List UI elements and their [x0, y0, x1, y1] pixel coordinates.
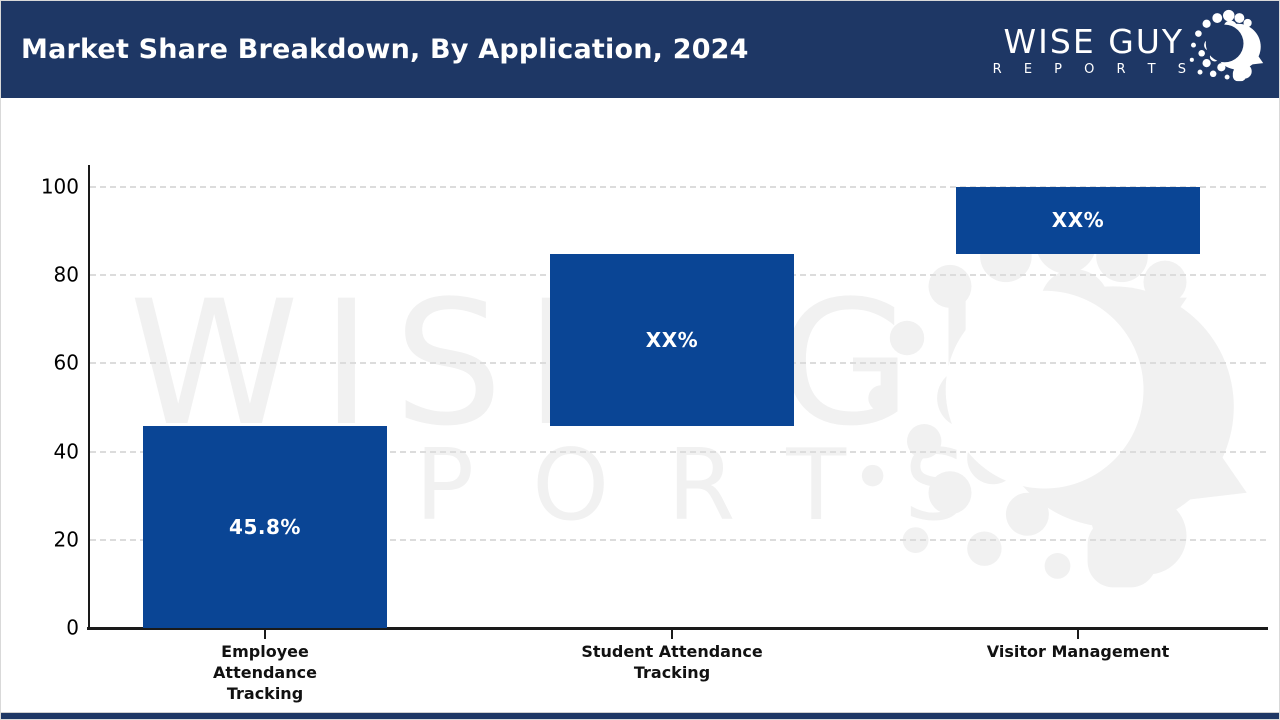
y-tick-label-80: 80	[53, 262, 79, 287]
bar-segment-2: XX%	[550, 253, 794, 426]
x-category-label-1: Employee Attendance Tracking	[213, 642, 317, 703]
bar-value-label-2: XX%	[645, 327, 699, 352]
gridline-20	[90, 538, 1266, 541]
y-tick-label-40: 40	[53, 439, 79, 464]
y-axis-line	[88, 165, 90, 630]
logo-subtitle: R E P O R T S	[992, 62, 1195, 77]
footer-band	[1, 712, 1279, 719]
x-tick-mark-2	[671, 630, 673, 639]
y-tick-label-100: 100	[40, 174, 79, 199]
gridline-100	[90, 186, 1266, 188]
wise-guy-logo: WISE GUY R E P O R T S	[993, 9, 1265, 91]
bar-value-label-1: 45.8%	[229, 515, 301, 539]
logo-wordmark: WISE GUY	[1003, 22, 1185, 61]
y-tick-label-0: 0	[66, 615, 79, 640]
page-title: Market Share Breakdown, By Application, …	[21, 34, 749, 65]
gridline-40	[90, 450, 1266, 453]
y-tick-label-20: 20	[53, 527, 79, 552]
bar-segment-1: 45.8%	[143, 426, 387, 628]
x-axis-line	[87, 627, 1268, 630]
logo-text: WISE GUY R E P O R T S	[993, 22, 1195, 77]
bar-segment-3: XX%	[956, 187, 1200, 254]
bar-value-label-3: XX%	[1051, 208, 1105, 233]
dotted-head-icon	[1189, 9, 1264, 81]
y-tick-label-60: 60	[53, 350, 79, 375]
x-tick-mark-3	[1077, 630, 1079, 639]
x-category-label-3: Visitor Management	[986, 642, 1170, 661]
x-tick-mark-1	[264, 630, 266, 639]
x-category-label-2: Student Attendance Tracking	[581, 642, 763, 682]
header-band: Market Share Breakdown, By Application, …	[1, 1, 1279, 98]
